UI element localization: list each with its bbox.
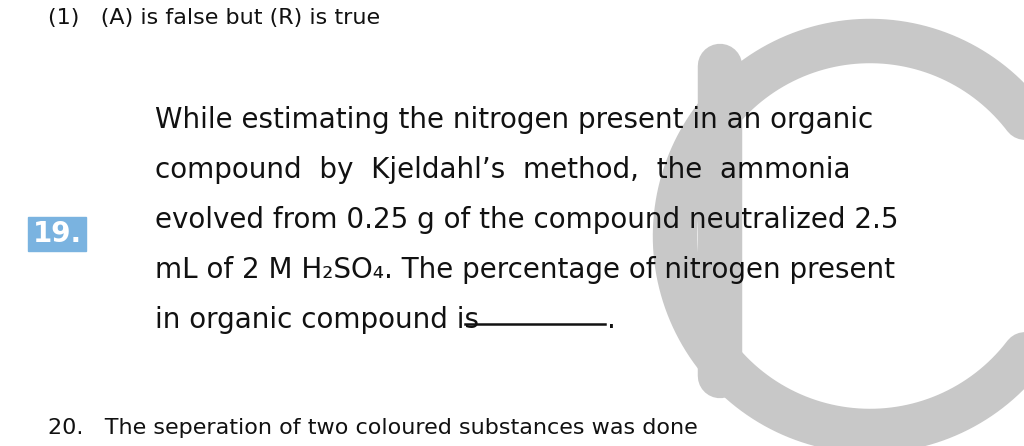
Text: evolved from 0.25 g of the compound neutralized 2.5: evolved from 0.25 g of the compound neut… [155, 206, 898, 234]
Text: 20.   The seperation of two coloured substances was done: 20. The seperation of two coloured subst… [48, 418, 697, 438]
Text: mL of 2 M H₂SO₄. The percentage of nitrogen present: mL of 2 M H₂SO₄. The percentage of nitro… [155, 256, 895, 284]
Text: While estimating the nitrogen present in an organic: While estimating the nitrogen present in… [155, 106, 873, 134]
Text: 19.: 19. [33, 220, 82, 248]
Text: compound  by  Kjeldahl’s  method,  the  ammonia: compound by Kjeldahl’s method, the ammon… [155, 156, 851, 184]
Text: .: . [607, 306, 615, 334]
FancyBboxPatch shape [28, 217, 86, 251]
Text: (1)   (A) is false but (R) is true: (1) (A) is false but (R) is true [48, 8, 380, 28]
Text: in organic compound is: in organic compound is [155, 306, 479, 334]
